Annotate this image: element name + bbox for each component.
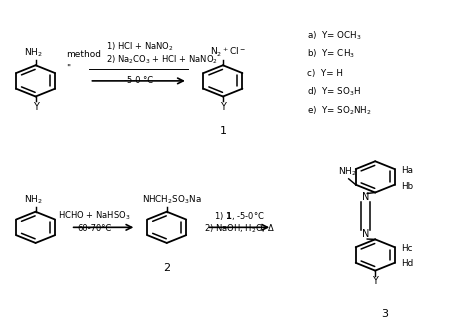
Text: 2) NaOH, H$_2$O, Δ: 2) NaOH, H$_2$O, Δ [204,223,275,235]
Text: e)  Y= SO$_2$NH$_2$: e) Y= SO$_2$NH$_2$ [307,105,372,117]
Text: Y: Y [220,102,226,112]
Text: N: N [362,229,370,240]
Text: HCHO + NaHSO$_3$: HCHO + NaHSO$_3$ [58,210,130,222]
Text: NHCH$_2$SO$_3$Na: NHCH$_2$SO$_3$Na [142,193,201,206]
Text: NH$_2$: NH$_2$ [24,47,43,59]
Text: NH$_2$: NH$_2$ [24,193,43,206]
Text: a)  Y= OCH$_3$: a) Y= OCH$_3$ [307,29,362,42]
Text: NH$_2$: NH$_2$ [338,165,356,177]
Text: 3: 3 [381,309,388,319]
Text: Hd: Hd [401,259,414,268]
Text: Y: Y [372,276,378,286]
Text: -5-0 °C: -5-0 °C [124,76,153,85]
Text: ": " [66,63,70,72]
Text: N$_2$$^+$Cl$^-$: N$_2$$^+$Cl$^-$ [210,46,246,59]
Text: N: N [362,192,370,202]
Text: 1: 1 [219,126,227,136]
Text: d)  Y= SO$_3$H: d) Y= SO$_3$H [307,86,362,98]
Text: 60-70°C: 60-70°C [77,224,111,233]
Text: Hb: Hb [401,182,413,191]
Text: 1) HCl + NaNO$_2$: 1) HCl + NaNO$_2$ [106,40,173,53]
Text: Ha: Ha [401,166,413,175]
Text: Y: Y [33,102,38,112]
Text: 2) Na$_2$CO$_3$ + HCl + NaNO$_2$: 2) Na$_2$CO$_3$ + HCl + NaNO$_2$ [106,54,218,66]
Text: 1) $\mathbf{1}$, -5-0°C: 1) $\mathbf{1}$, -5-0°C [214,210,264,222]
Text: c)  Y= H: c) Y= H [307,69,343,77]
Text: Hc: Hc [401,244,413,253]
Text: 2: 2 [163,263,170,273]
Text: method: method [66,50,101,59]
Text: b)  Y= CH$_3$: b) Y= CH$_3$ [307,48,356,61]
